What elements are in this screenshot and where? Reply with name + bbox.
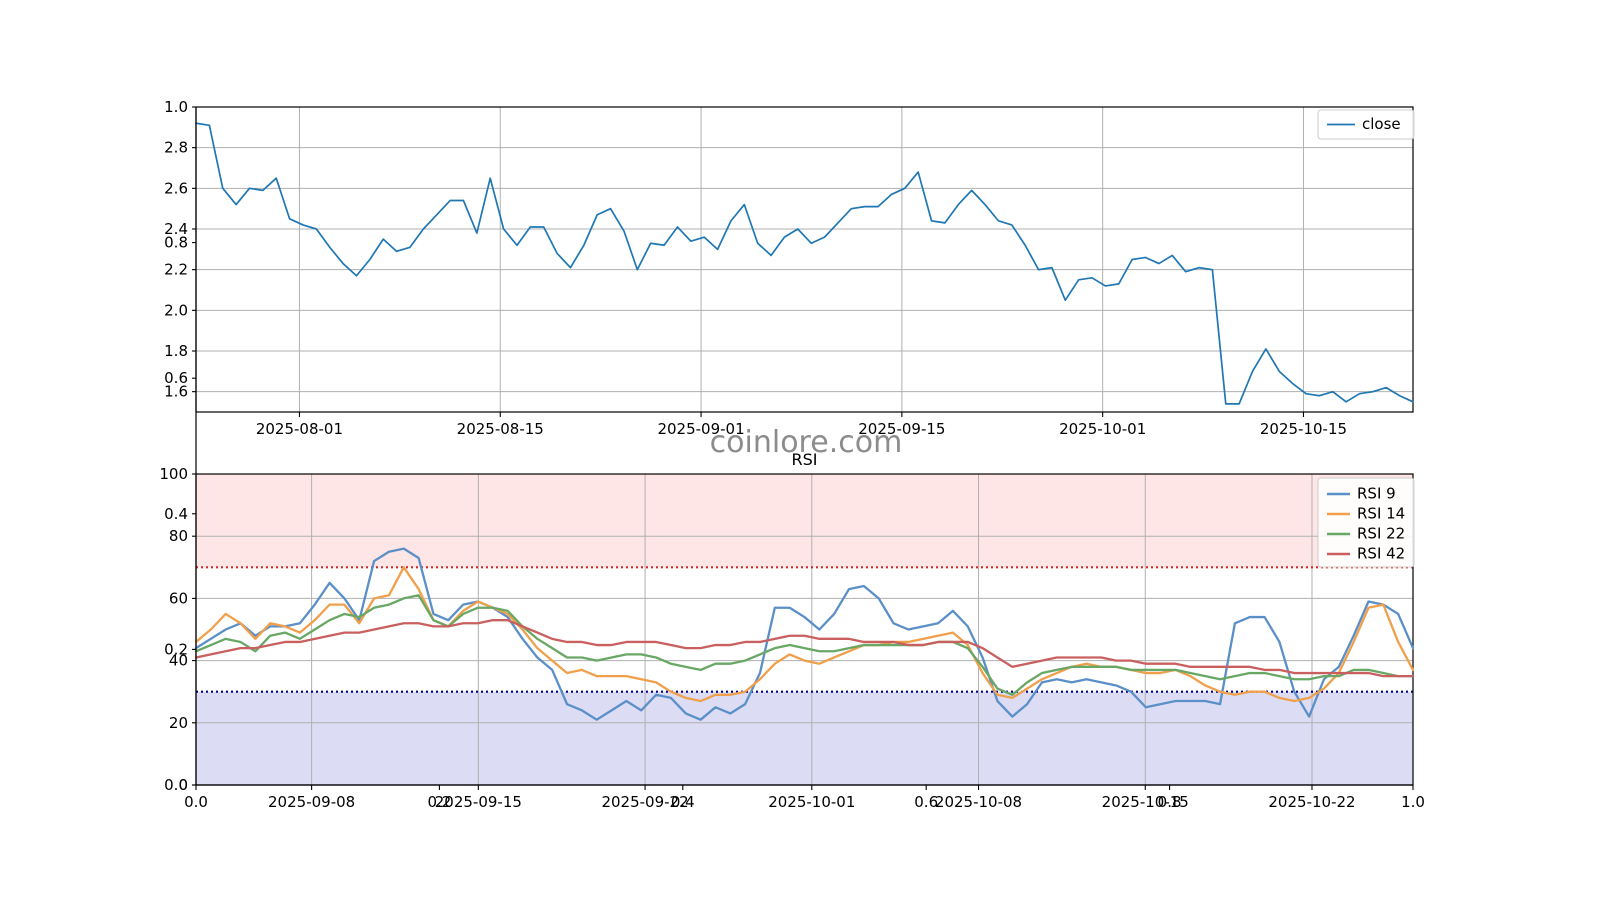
overlay-default-axis: 1.0 0.8 0.6 0.4 0.2 0.00.0 0.2 0.4 0.6 0.8 1.0 [164, 98, 1425, 811]
rsi-xtick-label: 2025-10-15 [1102, 793, 1189, 811]
rsi-42-line [194, 619, 1415, 678]
overlay-xtick-label: 0.2 [427, 793, 451, 811]
rsi-xtick-label: 2025-10-08 [935, 793, 1022, 811]
rsi-9-line [194, 547, 1415, 721]
rsi-legend-label-rsi-42: RSI 42 [1357, 545, 1405, 563]
rsi-xtick-label: 2025-10-01 [768, 793, 855, 811]
rsi-legend-label-rsi-22: RSI 22 [1357, 525, 1405, 543]
overlay-xtick-label: 1.0 [1401, 793, 1425, 811]
rsi-xtick-label: 2025-10-22 [1268, 793, 1355, 811]
overlay-ytick-label: 0.6 [164, 369, 188, 387]
price-ytick-label: 2.0 [164, 301, 188, 319]
rsi-legend-label-rsi-14: RSI 14 [1357, 505, 1405, 523]
price-ytick-label: 1.8 [164, 342, 188, 360]
price-xtick-label: 2025-08-01 [256, 420, 343, 438]
price-close-line [195, 122, 1414, 405]
price-xtick-label: 2025-10-01 [1059, 420, 1146, 438]
rsi-ytick-label: 100 [159, 465, 188, 483]
rsi-ytick-label: 80 [169, 527, 188, 545]
rsi-xtick-label: 2025-09-15 [435, 793, 522, 811]
price-ytick-label: 2.8 [164, 139, 188, 157]
price-xtick-label: 2025-09-15 [858, 420, 945, 438]
overlay-ytick-label: 0.8 [164, 234, 188, 252]
rsi-overbought-band [196, 474, 1413, 568]
rsi-legend: RSI 9 RSI 14 RSI 22 RSI 42 [1317, 477, 1415, 568]
rsi-legend-label-rsi-9: RSI 9 [1357, 485, 1396, 503]
overlay-xtick-label: 0.0 [184, 793, 208, 811]
rsi-ytick-label: 60 [169, 589, 188, 607]
price-ytick-label: 2.6 [164, 179, 188, 197]
rsi-xtick-label: 2025-09-22 [601, 793, 688, 811]
price-xtick-label: 2025-08-15 [457, 420, 544, 438]
rsi-14-line [194, 566, 1415, 703]
rsi-panel: 100 80 60 40 20 0 2025-09-08 2025-09-15 2025-09-… [159, 450, 1415, 811]
overlay-ytick-label: 1.0 [164, 98, 188, 116]
rsi-title: RSI [792, 450, 818, 469]
price-axes-frame [195, 106, 1414, 413]
price-panel: 2.8 2.6 2.4 2.2 2.0 1.8 1.6 2025-08-01 2025-08-1… [164, 106, 1415, 438]
rsi-ytick-label: 20 [169, 714, 188, 732]
price-xtick-label: 2025-09-01 [657, 420, 744, 438]
overlay-ytick-label: 0.2 [164, 640, 188, 658]
rsi-xtick-label: 2025-09-08 [268, 793, 355, 811]
rsi-ytick-label: 40 [169, 652, 188, 670]
rsi-legend-box[interactable] [1317, 477, 1415, 568]
price-ytick-label: 2.2 [164, 261, 188, 279]
overlay-ytick-label: 0.0 [164, 776, 188, 794]
price-ytick-label: 1.6 [164, 383, 188, 401]
price-ytick-label: 2.4 [164, 220, 188, 238]
rsi-oversold-band [196, 691, 1413, 785]
overlay-ytick-label: 0.4 [164, 505, 188, 523]
price-xtick-label: 2025-10-15 [1260, 420, 1347, 438]
overlay-xtick-label: 0.8 [1158, 793, 1182, 811]
rsi-22-line [194, 594, 1415, 696]
rsi-ytick-label: 0 [178, 776, 188, 794]
overlay-xtick-label: 0.6 [914, 793, 938, 811]
price-legend: close [1317, 109, 1415, 140]
watermark-text: coinlore.com [710, 425, 903, 460]
overlay-xtick-label: 0.4 [671, 793, 695, 811]
price-legend-label-close: close [1362, 115, 1401, 133]
price-legend-box[interactable] [1317, 109, 1415, 140]
